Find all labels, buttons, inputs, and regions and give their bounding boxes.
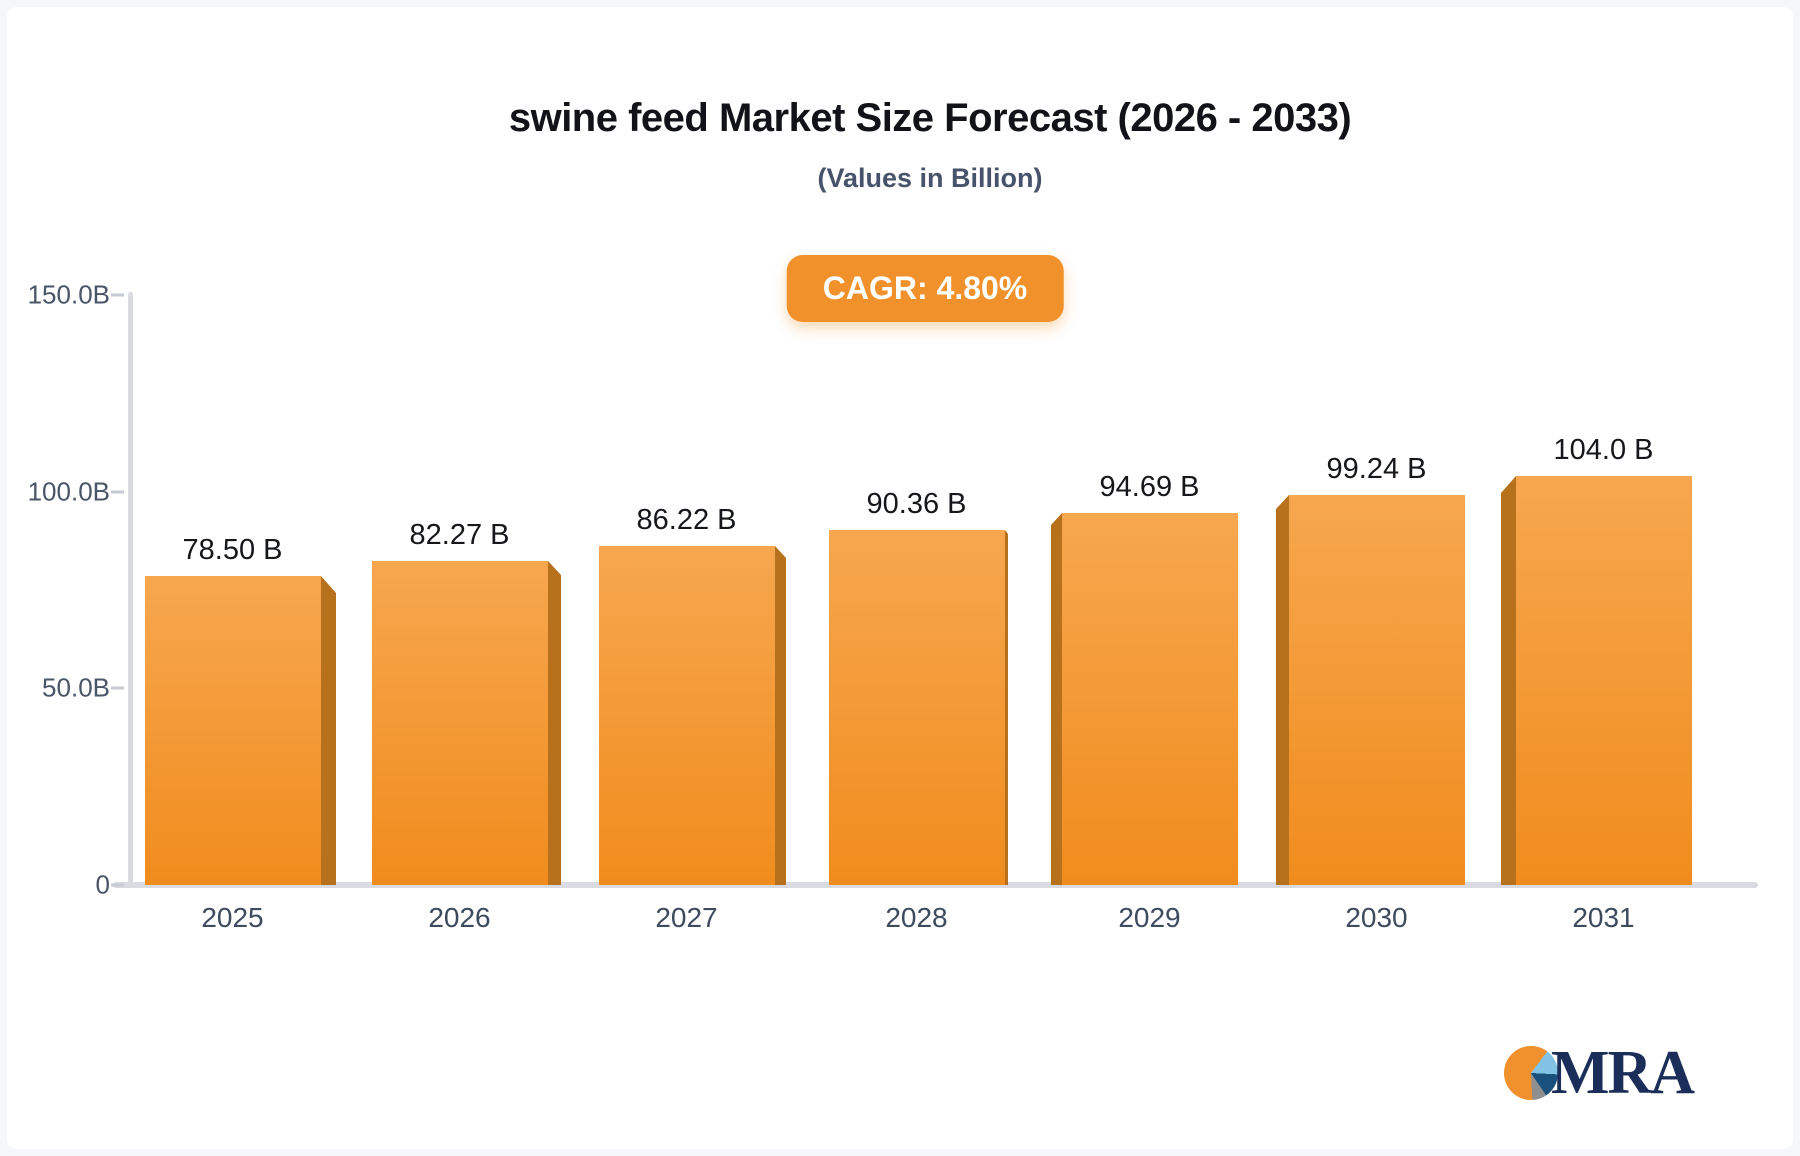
y-axis-line (128, 292, 133, 888)
x-axis-line (113, 882, 1758, 888)
bar-face[interactable] (372, 561, 548, 885)
bar-value-label: 86.22 B (636, 504, 737, 536)
x-axis-label: 2027 (655, 902, 718, 933)
bar-side-face (775, 546, 786, 885)
logo-text: MRA (1551, 1039, 1695, 1107)
chart-title: swine feed Market Size Forecast (2026 - … (508, 96, 1352, 140)
bar-value-label: 99.24 B (1326, 453, 1427, 485)
bar-side-face (548, 561, 561, 885)
bar-side-face (1051, 513, 1062, 885)
bar-value-label: 82.27 B (409, 519, 510, 551)
bar-value-label: 94.69 B (1099, 471, 1200, 503)
x-axis-label: 2028 (885, 902, 948, 933)
bar-value-label: 78.50 B (182, 534, 283, 566)
y-axis-tick-label: 100.0B (27, 476, 110, 507)
bar-face[interactable] (829, 530, 1005, 885)
bar-side-face (1501, 476, 1516, 885)
y-axis-tick-mark (111, 686, 124, 690)
pie-chart-logo-icon (1504, 1046, 1558, 1100)
y-axis-tick-label: 0 (95, 869, 110, 900)
bar-2026[interactable] (372, 561, 561, 885)
chart-subtitle: (Values in Billion) (817, 163, 1043, 193)
bar-face[interactable] (145, 576, 321, 885)
bar-face[interactable] (599, 546, 775, 885)
bar-2031[interactable] (1501, 476, 1692, 885)
bar-side-face (1276, 495, 1289, 885)
bar-side-face (321, 576, 336, 885)
x-axis-label: 2025 (201, 902, 264, 933)
y-axis-tick-label: 150.0B (27, 279, 110, 310)
x-axis-label: 2026 (428, 902, 491, 933)
bar-face[interactable] (1289, 495, 1465, 885)
cagr-badge: CAGR: 4.80% (786, 255, 1064, 322)
bar-side-face (1005, 530, 1008, 885)
bar-face[interactable] (1516, 476, 1692, 885)
bar-2028[interactable] (829, 530, 1008, 885)
bar-value-label: 90.36 B (866, 488, 967, 520)
y-axis-tick-mark (111, 490, 124, 494)
y-axis-tick-mark (111, 883, 124, 887)
y-axis-tick-label: 50.0B (42, 672, 110, 703)
bar-face[interactable] (1062, 513, 1238, 885)
y-axis-tick-mark (111, 293, 124, 297)
bar-2029[interactable] (1051, 513, 1238, 885)
x-axis-label: 2031 (1572, 902, 1635, 933)
bar-2025[interactable] (145, 576, 336, 885)
x-axis-label: 2030 (1345, 902, 1408, 933)
bar-2030[interactable] (1276, 495, 1465, 885)
x-axis-label: 2029 (1118, 902, 1181, 933)
logo: MRA (1504, 1039, 1695, 1107)
bar-2027[interactable] (599, 546, 786, 885)
bar-value-label: 104.0 B (1553, 434, 1654, 466)
